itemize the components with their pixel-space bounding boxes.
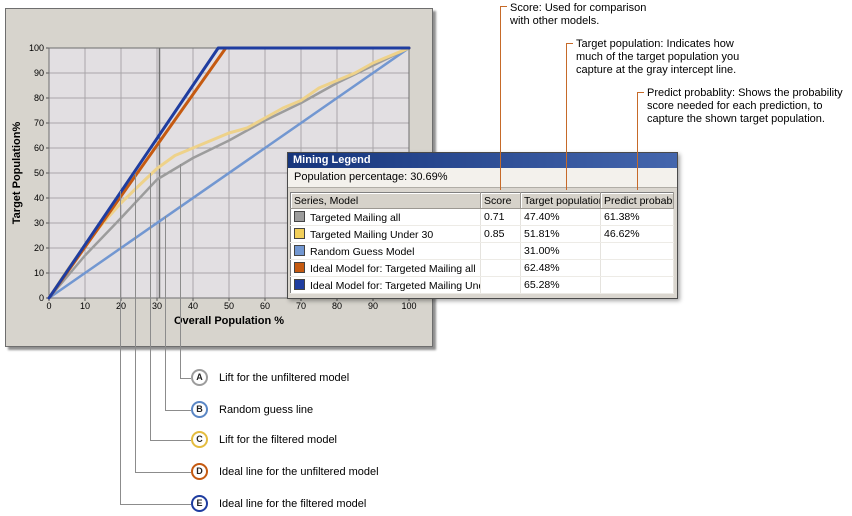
column-header-target-population[interactable]: Target population: [520, 192, 601, 209]
annotation-predict-probability: Predict probablity: Shows the probabilit…: [647, 87, 843, 125]
predict-probability-cell: [600, 276, 674, 294]
svg-text:90: 90: [34, 68, 44, 78]
svg-text:30: 30: [34, 218, 44, 228]
legend-row-targeted-mailing-all[interactable]: Targeted Mailing all 0.71 47.40% 61.38%: [290, 208, 674, 226]
series-color-swatch: [294, 261, 305, 273]
callout-connector-a-horizontal: [180, 378, 191, 379]
svg-text:80: 80: [34, 93, 44, 103]
column-header-score[interactable]: Score: [480, 192, 521, 209]
series-name: Random Guess Model: [310, 245, 415, 258]
series-name: Targeted Mailing all: [310, 211, 401, 224]
annotation-target-population: Target population: Indicates how much of…: [576, 38, 740, 76]
svg-text:10: 10: [34, 268, 44, 278]
population-percentage-label: Population percentage: 30.69%: [288, 168, 677, 188]
callout-badge-a: A: [191, 369, 208, 386]
callout-connector-c-vertical: [150, 173, 151, 440]
annotation-connector-score-stub: [500, 6, 507, 7]
annotation-connector-predict: [637, 92, 638, 190]
svg-text:50: 50: [224, 301, 234, 311]
series-cell: Ideal Model for: Targeted Mailing all: [290, 259, 481, 277]
callout-connector-d-vertical: [135, 174, 136, 472]
annotation-connector-score: [500, 6, 501, 190]
callout-label-b: Random guess line: [219, 404, 314, 416]
callout-connector-d-horizontal: [135, 472, 191, 473]
series-name: Ideal Model for: Targeted Mailing Under …: [310, 279, 480, 292]
callout-connector-e-horizontal: [120, 504, 191, 505]
annotation-connector-predict-stub: [637, 92, 644, 93]
series-color-swatch: [294, 278, 305, 290]
series-cell: Targeted Mailing all: [290, 208, 481, 226]
callout-connector-c-horizontal: [150, 440, 191, 441]
series-name: Targeted Mailing Under 30: [310, 228, 434, 241]
svg-text:50: 50: [34, 168, 44, 178]
legend-row-random-guess[interactable]: Random Guess Model 31.00%: [290, 242, 674, 260]
svg-text:80: 80: [332, 301, 342, 311]
callout-label-d: Ideal line for the unfiltered model: [219, 466, 379, 478]
callout-connector-b-vertical: [165, 216, 166, 410]
callout-badge-b: B: [191, 401, 208, 418]
predict-probability-cell: 46.62%: [600, 225, 674, 243]
callout-connector-b-horizontal: [165, 410, 191, 411]
annotation-connector-target: [566, 43, 567, 190]
svg-text:20: 20: [116, 301, 126, 311]
target-population-cell: 51.81%: [520, 225, 601, 243]
legend-row-ideal-all[interactable]: Ideal Model for: Targeted Mailing all 62…: [290, 259, 674, 277]
svg-text:100: 100: [401, 301, 416, 311]
svg-text:60: 60: [34, 143, 44, 153]
svg-text:40: 40: [34, 193, 44, 203]
series-cell: Ideal Model for: Targeted Mailing Under …: [290, 276, 481, 294]
svg-text:0: 0: [39, 293, 44, 303]
mining-legend-titlebar: Mining Legend: [288, 153, 677, 168]
legend-row-targeted-mailing-under-30[interactable]: Targeted Mailing Under 30 0.85 51.81% 46…: [290, 225, 674, 243]
score-cell: 0.85: [480, 225, 521, 243]
callout-label-e: Ideal line for the filtered model: [219, 498, 367, 510]
score-cell: [480, 276, 521, 294]
svg-text:0: 0: [46, 301, 51, 311]
series-color-swatch: [294, 244, 305, 256]
callout-badge-c: C: [191, 431, 208, 448]
svg-text:100: 100: [29, 43, 44, 53]
callout-label-a: Lift for the unfiltered model: [219, 372, 350, 384]
mining-legend-table: Series, Model Score Target population Pr…: [290, 192, 674, 294]
target-population-cell: 47.40%: [520, 208, 601, 226]
target-population-cell: 62.48%: [520, 259, 601, 277]
score-cell: 0.71: [480, 208, 521, 226]
series-cell: Targeted Mailing Under 30: [290, 225, 481, 243]
svg-text:30: 30: [152, 301, 162, 311]
column-header-predict-probability[interactable]: Predict probability: [600, 192, 674, 209]
annotation-score: Score: Used for comparison with other mo…: [510, 2, 647, 27]
predict-probability-cell: [600, 259, 674, 277]
series-name: Ideal Model for: Targeted Mailing all: [310, 262, 476, 275]
svg-text:60: 60: [260, 301, 270, 311]
callout-label-c: Lift for the filtered model: [219, 434, 338, 446]
callout-badge-e: E: [191, 495, 208, 512]
score-cell: [480, 259, 521, 277]
series-color-swatch: [294, 227, 305, 239]
predict-probability-cell: 61.38%: [600, 208, 674, 226]
svg-text:10: 10: [80, 301, 90, 311]
callout-connector-e-vertical: [120, 191, 121, 504]
legend-header-row: Series, Model Score Target population Pr…: [290, 192, 674, 209]
target-population-cell: 31.00%: [520, 242, 601, 260]
y-axis-title: Target Population%: [11, 121, 23, 225]
mining-legend-panel: Mining Legend Population percentage: 30.…: [287, 152, 678, 299]
x-axis-title: Overall Population %: [173, 315, 285, 327]
target-population-cell: 65.28%: [520, 276, 601, 294]
score-cell: [480, 242, 521, 260]
svg-text:90: 90: [368, 301, 378, 311]
series-color-swatch: [294, 210, 305, 222]
annotation-connector-target-stub: [566, 43, 573, 44]
legend-row-ideal-under-30[interactable]: Ideal Model for: Targeted Mailing Under …: [290, 276, 674, 294]
svg-text:70: 70: [34, 118, 44, 128]
series-cell: Random Guess Model: [290, 242, 481, 260]
svg-text:70: 70: [296, 301, 306, 311]
column-header-series-model[interactable]: Series, Model: [290, 192, 481, 209]
predict-probability-cell: [600, 242, 674, 260]
svg-text:20: 20: [34, 243, 44, 253]
callout-badge-d: D: [191, 463, 208, 480]
callout-connector-a-vertical: [180, 164, 181, 378]
svg-text:40: 40: [188, 301, 198, 311]
